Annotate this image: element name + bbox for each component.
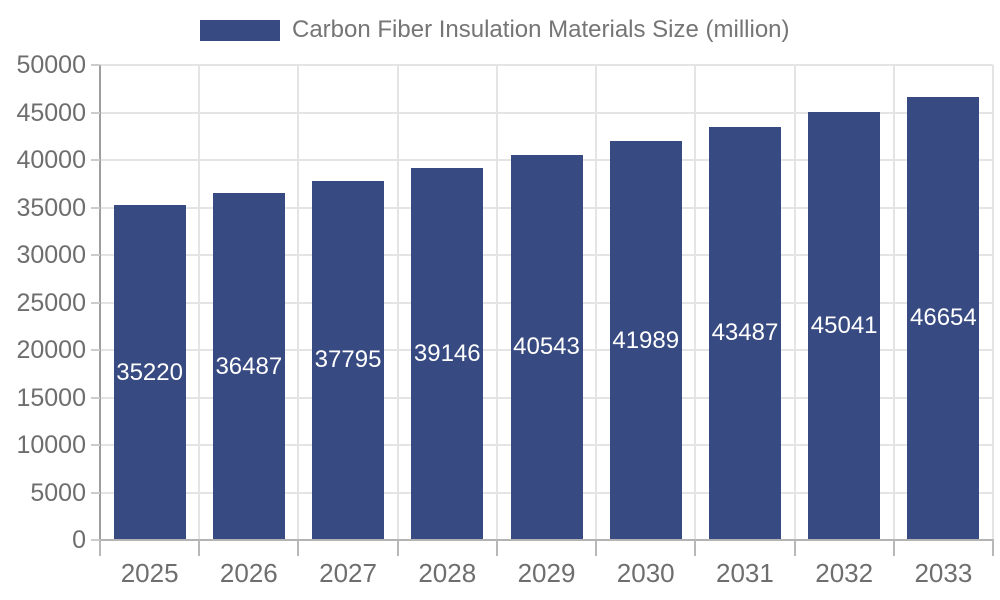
gridline-v	[793, 65, 796, 540]
x-tick-label: 2025	[120, 558, 179, 588]
y-tick	[91, 491, 100, 494]
x-tick-label: 2033	[914, 558, 973, 588]
x-tick	[793, 540, 796, 556]
y-tick	[91, 111, 100, 114]
bar-value-label: 36487	[215, 352, 283, 380]
y-tick	[91, 539, 100, 541]
bar-value-label: 43487	[711, 319, 779, 347]
gridline-v	[396, 65, 399, 540]
gridline-h	[100, 64, 993, 66]
x-tick	[992, 540, 994, 556]
y-tick-label: 30000	[16, 241, 86, 269]
x-tick	[892, 540, 895, 556]
y-tick-label: 35000	[16, 193, 86, 222]
gridline-v	[992, 65, 994, 540]
bar-2031: 43487	[708, 126, 781, 540]
gridline-h	[100, 111, 993, 114]
bar-value-label: 37795	[314, 346, 382, 374]
bar-value-label: 39146	[413, 340, 481, 368]
x-tick-label: 2031	[716, 558, 774, 588]
y-tick-label: 5000	[30, 478, 86, 507]
y-tick	[91, 444, 100, 446]
bar-2033: 46654	[907, 96, 980, 540]
x-tick	[99, 540, 101, 556]
y-tick	[91, 349, 100, 351]
bar-2030: 41989	[609, 141, 682, 540]
bar-value-label: 35220	[116, 358, 183, 386]
legend-swatch	[200, 19, 280, 41]
legend-label: Carbon Fiber Insulation Materials Size (…	[292, 16, 790, 43]
x-tick-label: 2029	[517, 558, 576, 588]
y-tick-label: 20000	[16, 336, 86, 364]
x-tick	[694, 540, 697, 556]
gridline-v	[198, 65, 201, 540]
gridline-v	[297, 65, 300, 540]
bar-value-label: 45041	[810, 312, 878, 340]
gridline-v	[694, 65, 697, 540]
x-tick	[198, 540, 201, 556]
y-tick	[91, 159, 100, 161]
y-tick	[91, 396, 100, 399]
x-tick	[595, 540, 598, 556]
bar-2028: 39146	[411, 168, 484, 540]
bar-2032: 45041	[808, 112, 881, 540]
bar-value-label: 46654	[910, 304, 977, 332]
x-tick	[495, 540, 498, 556]
bar-2026: 36487	[212, 193, 285, 540]
x-axis-line	[99, 539, 994, 541]
bar-value-label: 41989	[612, 326, 680, 354]
gridline-v	[892, 65, 895, 540]
chart-legend: Carbon Fiber Insulation Materials Size (…	[200, 16, 790, 44]
y-tick-label: 50000	[16, 51, 86, 79]
y-tick	[91, 254, 100, 256]
y-tick-label: 40000	[16, 146, 86, 174]
x-tick-label: 2030	[616, 558, 675, 588]
gridline-v	[495, 65, 498, 540]
x-tick-label: 2028	[418, 558, 477, 588]
y-tick-label: 15000	[16, 383, 86, 412]
y-tick-label: 25000	[16, 288, 86, 317]
y-tick	[91, 301, 100, 304]
x-tick-label: 2027	[319, 558, 377, 588]
x-tick-label: 2026	[219, 558, 278, 588]
bar-value-label: 40543	[513, 333, 580, 361]
x-tick	[297, 540, 300, 556]
bar-2029: 40543	[510, 154, 583, 540]
x-tick-label: 2032	[815, 558, 874, 588]
y-tick-label: 0	[72, 526, 86, 554]
y-tick-label: 10000	[16, 431, 86, 459]
bar-2027: 37795	[312, 180, 385, 540]
x-tick	[396, 540, 399, 556]
y-axis-line	[99, 65, 101, 556]
y-tick	[91, 64, 100, 66]
bar-2025: 35220	[113, 205, 186, 540]
gridline-v	[595, 65, 598, 540]
y-tick-label: 45000	[16, 98, 86, 127]
y-tick	[91, 206, 100, 209]
